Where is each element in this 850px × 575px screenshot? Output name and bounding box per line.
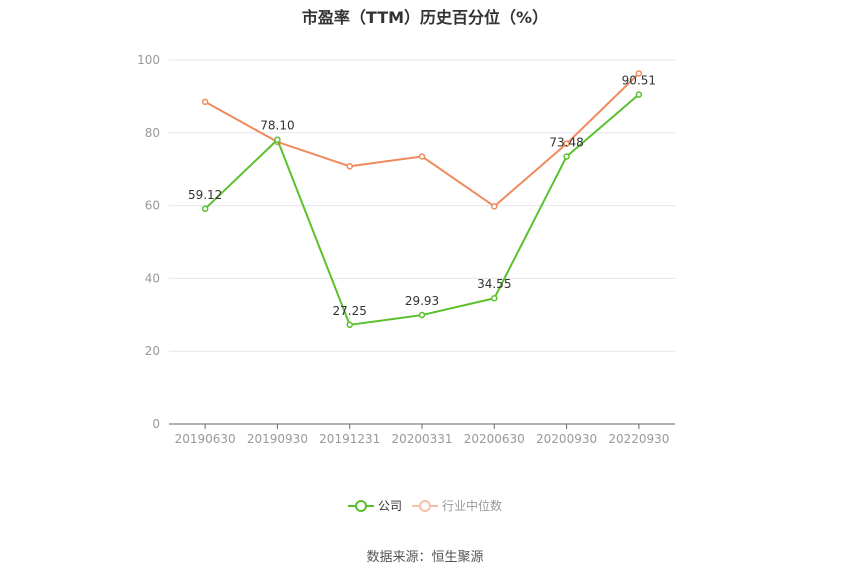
x-tick-label: 20190630 — [175, 432, 236, 446]
y-tick-label: 80 — [145, 126, 160, 140]
legend-label-company: 公司 — [377, 499, 402, 513]
data-point[interactable] — [563, 153, 570, 160]
data-point[interactable] — [346, 163, 353, 170]
x-tick-label: 20200630 — [464, 432, 525, 446]
y-tick-label: 40 — [145, 271, 160, 285]
y-tick-label: 60 — [145, 199, 160, 213]
x-tick-label: 20200930 — [536, 432, 597, 446]
legend: 公司 行业中位数 — [0, 497, 850, 514]
data-point[interactable] — [418, 153, 426, 160]
data-point[interactable] — [491, 294, 498, 302]
orange-circle-line-icon — [412, 499, 438, 512]
x-tick-label: 20190930 — [247, 432, 308, 446]
data-label: 27.25 — [333, 304, 367, 318]
legend-item-industry[interactable]: 行业中位数 — [412, 497, 502, 514]
data-label: 34.55 — [477, 277, 511, 291]
x-axis: 20190630 20190930 20191231 20200331 20200630… — [169, 423, 675, 446]
data-point[interactable] — [201, 98, 209, 106]
data-label: 29.93 — [405, 294, 439, 308]
y-tick-label: 100 — [137, 53, 160, 67]
data-label: 73.48 — [549, 136, 583, 150]
y-tick-label: 20 — [145, 344, 160, 358]
y-axis: 0 20 40 60 80 100 — [137, 53, 160, 431]
grid-lines — [169, 59, 675, 352]
x-tick-label: 20191231 — [319, 432, 380, 446]
data-point[interactable] — [201, 205, 209, 213]
legend-item-company[interactable]: 公司 — [347, 497, 402, 514]
data-point[interactable] — [418, 311, 426, 319]
data-point[interactable] — [491, 203, 498, 210]
y-tick-label: 0 — [152, 417, 160, 431]
x-tick-label: 20220930 — [608, 432, 669, 446]
legend-label-industry: 行业中位数 — [442, 499, 503, 513]
data-point[interactable] — [563, 140, 570, 147]
series-lines: 59.12 78.10 27.25 29.93 34.55 73.48 90.51 — [188, 70, 656, 329]
data-point[interactable] — [274, 136, 281, 143]
green-circle-line-icon — [347, 499, 374, 512]
data-label: 78.10 — [260, 119, 294, 133]
x-tick-label: 20200331 — [391, 432, 452, 446]
data-point[interactable] — [635, 91, 643, 98]
data-point[interactable] — [346, 321, 353, 329]
data-source: 数据来源：恒生聚源 — [366, 550, 484, 565]
series-company — [201, 91, 643, 329]
chart-title: 市盈率（TTM）历史百分位（%） — [301, 8, 549, 27]
data-label: 90.51 — [622, 74, 656, 88]
data-point[interactable] — [635, 70, 643, 77]
data-label: 59.12 — [188, 188, 222, 202]
